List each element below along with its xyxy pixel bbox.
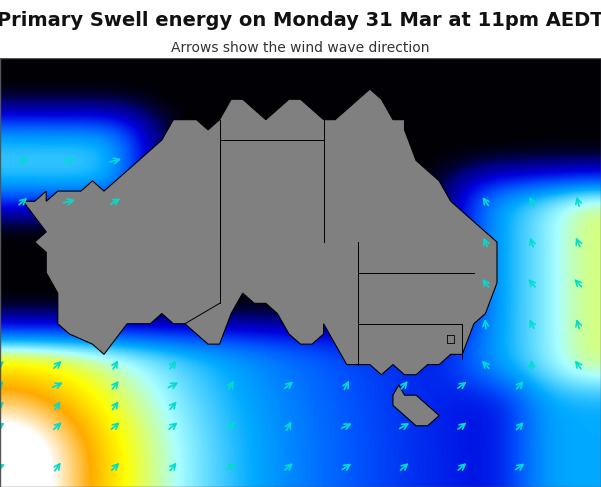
- Polygon shape: [393, 385, 439, 426]
- Text: Primary Swell energy on Monday 31 Mar at 11pm AEDT: Primary Swell energy on Monday 31 Mar at…: [0, 11, 601, 30]
- Text: Arrows show the wind wave direction: Arrows show the wind wave direction: [171, 41, 430, 55]
- Polygon shape: [23, 89, 497, 375]
